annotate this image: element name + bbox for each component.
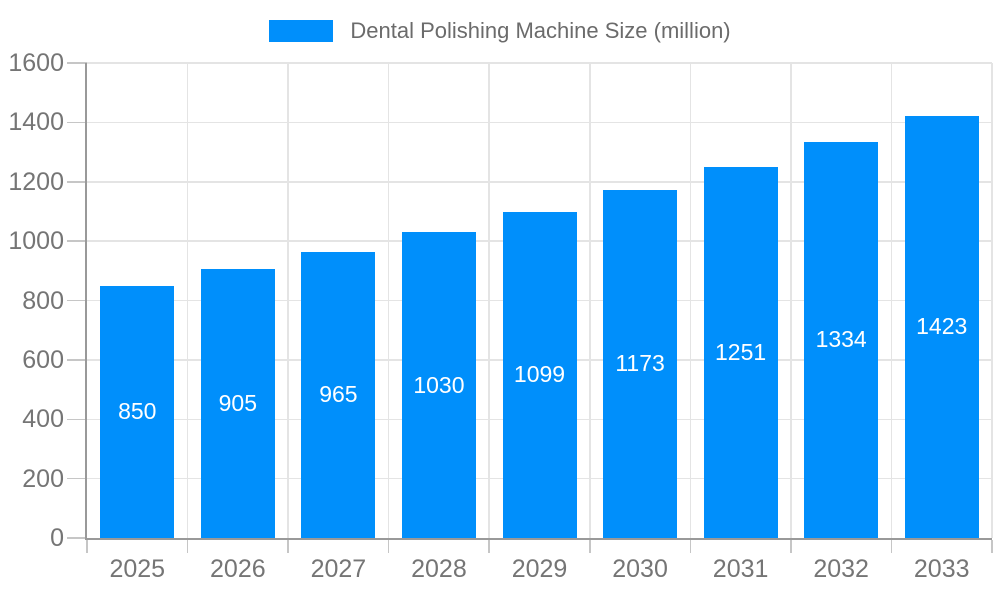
bar-2032[interactable]: 1334 <box>804 141 879 538</box>
x-axis-label: 2030 <box>612 555 668 583</box>
bar-2027[interactable]: 965 <box>301 251 376 538</box>
y-axis-label: 400 <box>22 405 64 434</box>
x-axis-line <box>87 538 992 540</box>
bar-2033[interactable]: 1423 <box>904 115 979 538</box>
bar-2026[interactable]: 905 <box>200 269 275 538</box>
gridline-vertical <box>890 63 893 538</box>
x-axis-tick <box>387 540 390 553</box>
y-axis-tick <box>67 299 87 302</box>
y-axis-line <box>85 63 87 540</box>
gridline-horizontal <box>87 181 992 183</box>
y-axis-tick <box>67 62 87 64</box>
gridline-vertical <box>689 63 692 538</box>
y-axis-label: 1600 <box>8 49 64 77</box>
y-axis-tick <box>67 240 87 242</box>
gridline-vertical <box>186 63 189 538</box>
bar-2031[interactable]: 1251 <box>703 166 778 538</box>
x-axis-tick <box>790 540 792 553</box>
y-axis-label: 0 <box>50 524 64 552</box>
y-axis-tick <box>67 418 87 420</box>
x-axis-tick <box>287 540 289 553</box>
gridline-vertical <box>387 63 390 538</box>
gridline-horizontal <box>87 121 992 124</box>
x-axis-tick <box>186 540 189 553</box>
bar-value-label: 1423 <box>916 313 968 340</box>
x-axis-tick <box>890 540 893 553</box>
x-axis-label: 2026 <box>210 555 266 583</box>
y-axis-label: 1000 <box>8 227 64 256</box>
bar-value-label: 1173 <box>615 350 665 377</box>
bar-value-label: 1334 <box>815 326 867 353</box>
x-axis-tick <box>991 540 993 553</box>
y-axis-label: 200 <box>22 464 64 493</box>
y-axis-tick <box>67 537 87 539</box>
x-axis-label: 2025 <box>109 555 166 583</box>
x-axis-tick <box>689 540 692 553</box>
x-axis-label: 2032 <box>813 555 869 583</box>
y-axis-label: 1400 <box>8 108 64 137</box>
x-axis-label: 2029 <box>511 555 568 583</box>
y-axis-label: 800 <box>22 286 64 315</box>
bar-2028[interactable]: 1030 <box>401 232 476 538</box>
legend-label: Dental Polishing Machine Size (million) <box>350 18 731 43</box>
bar-2025[interactable]: 850 <box>100 285 175 538</box>
bar-2029[interactable]: 1099 <box>502 211 577 538</box>
y-axis-tick <box>67 121 87 124</box>
bar-value-label: 850 <box>118 398 157 425</box>
plot-area: 850 905 965 1030 1099 1173 1251 1334 1423 <box>87 62 993 538</box>
bar-value-label: 965 <box>319 381 358 408</box>
bar-value-label: 905 <box>218 390 258 417</box>
gridline-vertical <box>287 63 289 538</box>
y-axis-tick <box>67 359 87 361</box>
legend-swatch <box>269 20 334 42</box>
gridline-vertical <box>488 63 490 538</box>
x-axis-label: 2027 <box>310 555 367 583</box>
legend[interactable]: Dental Polishing Machine Size (million) <box>0 14 1000 48</box>
x-axis-label: 2033 <box>913 555 970 583</box>
gridline-vertical <box>991 63 993 538</box>
x-axis-tick <box>86 540 88 553</box>
y-axis-tick <box>67 477 87 480</box>
gridline-vertical <box>589 63 591 538</box>
bar-value-label: 1099 <box>513 361 566 388</box>
y-axis-tick <box>67 181 87 183</box>
bar-value-label: 1251 <box>715 338 767 365</box>
x-axis-label: 2028 <box>411 555 467 583</box>
bar-2030[interactable]: 1173 <box>603 189 678 538</box>
gridline-vertical <box>790 63 792 538</box>
x-axis-label: 2031 <box>712 555 769 583</box>
y-axis-label: 600 <box>22 345 64 374</box>
bar-value-label: 1030 <box>413 371 465 398</box>
x-axis-tick <box>488 540 490 553</box>
gridline-horizontal <box>87 62 992 64</box>
y-axis-label: 1200 <box>8 167 64 196</box>
x-axis-tick <box>589 540 591 553</box>
